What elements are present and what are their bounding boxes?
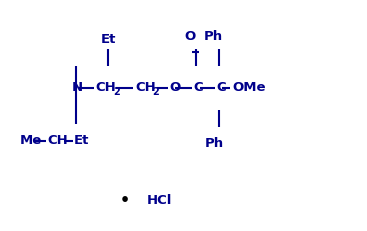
Text: 2: 2: [113, 87, 120, 97]
Text: OMe: OMe: [232, 81, 265, 94]
Text: Et: Et: [73, 134, 89, 147]
Text: Me: Me: [20, 134, 43, 147]
Text: N: N: [72, 81, 83, 94]
Text: •: •: [120, 194, 130, 208]
Text: CH: CH: [48, 134, 69, 147]
Text: C: C: [217, 81, 226, 94]
Text: C: C: [194, 81, 203, 94]
Text: CH: CH: [95, 81, 116, 94]
Text: 2: 2: [153, 87, 159, 97]
Text: HCl: HCl: [147, 195, 172, 207]
Text: Et: Et: [101, 33, 116, 46]
Text: O: O: [185, 30, 196, 43]
Text: CH: CH: [135, 81, 156, 94]
Text: Ph: Ph: [203, 30, 222, 43]
Text: Ph: Ph: [205, 137, 224, 150]
Text: O: O: [170, 81, 181, 94]
